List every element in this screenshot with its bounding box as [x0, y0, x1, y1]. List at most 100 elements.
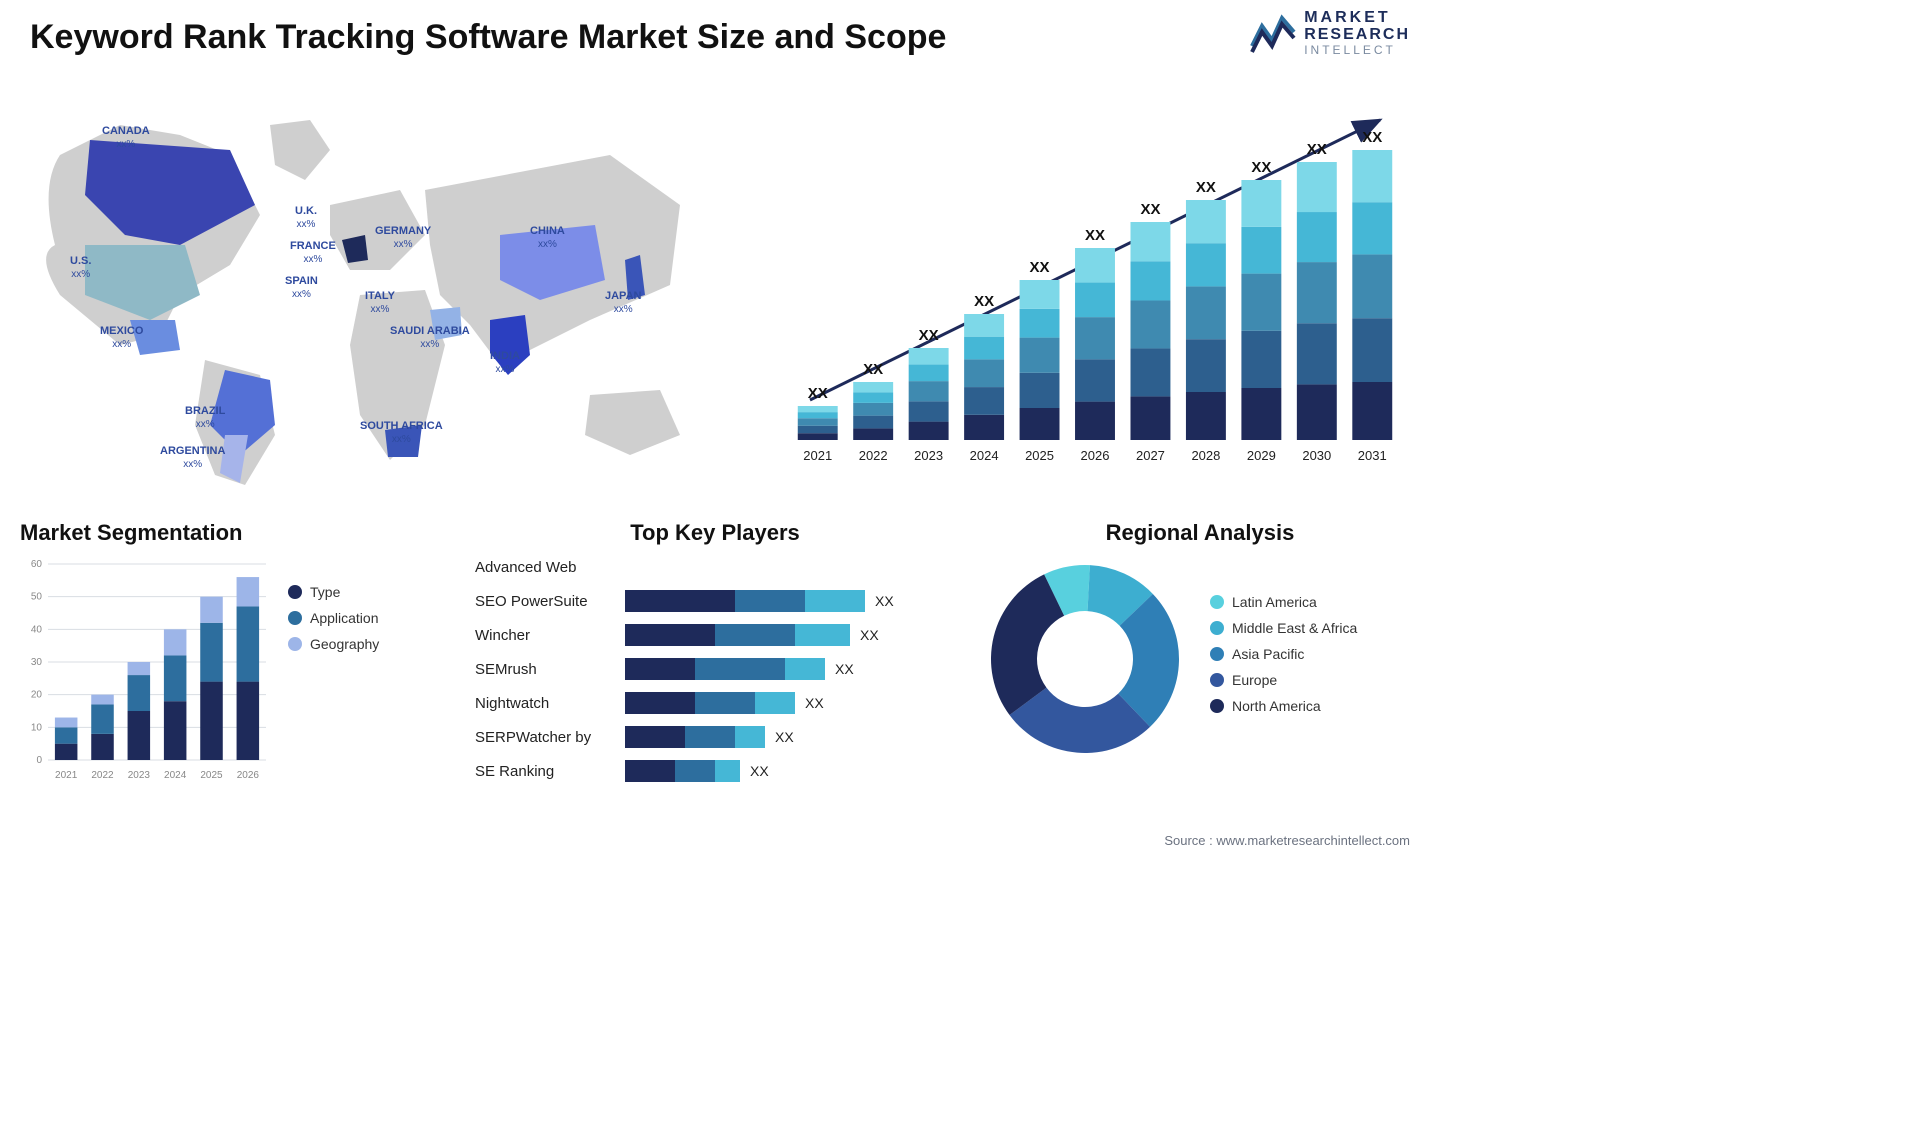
legend-swatch: [288, 585, 302, 599]
player-bar-segment: [625, 726, 685, 748]
player-row: SERPWatcher by XX: [475, 724, 955, 750]
player-value: XX: [805, 695, 824, 711]
player-row: Wincher XX: [475, 622, 955, 648]
player-value: XX: [835, 661, 854, 677]
player-value: XX: [875, 593, 894, 609]
player-bar-segment: [625, 624, 715, 646]
svg-text:0: 0: [36, 755, 42, 766]
player-name: Advanced Web: [475, 559, 625, 576]
legend-swatch: [288, 637, 302, 651]
svg-text:2025: 2025: [200, 770, 223, 781]
svg-text:40: 40: [31, 624, 43, 635]
player-bar-segment: [715, 760, 740, 782]
logo-line2: RESEARCH: [1304, 27, 1410, 44]
player-name: SEO PowerSuite: [475, 593, 625, 610]
svg-text:2031: 2031: [1358, 448, 1387, 463]
svg-text:XX: XX: [863, 361, 883, 378]
player-bar-segment: [735, 726, 765, 748]
svg-text:2025: 2025: [1025, 448, 1054, 463]
player-row: SEO PowerSuite XX: [475, 588, 955, 614]
svg-text:XX: XX: [1030, 259, 1050, 276]
player-bar-segment: [695, 658, 785, 680]
svg-text:XX: XX: [974, 293, 994, 310]
player-row: SE RankingXX: [475, 758, 955, 784]
player-value: XX: [860, 627, 879, 643]
player-bar: XX: [625, 624, 955, 646]
legend-swatch: [1210, 621, 1224, 635]
regional-panel: Regional Analysis Latin AmericaMiddle Ea…: [980, 520, 1420, 800]
logo-icon: [1250, 10, 1296, 56]
map-country-label: CANADAxx%: [102, 125, 150, 151]
svg-text:50: 50: [31, 592, 43, 603]
svg-text:XX: XX: [1085, 227, 1105, 244]
map-country-label: ARGENTINAxx%: [160, 445, 225, 471]
player-name: SERPWatcher by: [475, 729, 625, 746]
player-bar-segment: [735, 590, 805, 612]
player-row: Advanced Web: [475, 554, 955, 580]
player-value: XX: [750, 763, 769, 779]
source-text: Source : www.marketresearchintellect.com: [1164, 833, 1410, 848]
map-country-label: SAUDI ARABIAxx%: [390, 325, 470, 351]
regional-title: Regional Analysis: [980, 520, 1420, 546]
legend-label: Geography: [310, 636, 379, 652]
regional-legend-item: North America: [1210, 698, 1357, 714]
player-bar-segment: [715, 624, 795, 646]
legend-swatch: [1210, 699, 1224, 713]
map-country-label: SPAINxx%: [285, 275, 318, 301]
legend-label: Europe: [1232, 672, 1277, 688]
regional-legend-item: Asia Pacific: [1210, 646, 1357, 662]
svg-text:2022: 2022: [91, 770, 114, 781]
svg-text:2023: 2023: [128, 770, 151, 781]
svg-text:XX: XX: [808, 385, 828, 402]
legend-label: Type: [310, 584, 340, 600]
player-bar-segment: [625, 692, 695, 714]
player-bar: XX: [625, 590, 955, 612]
map-country-label: INDIAxx%: [490, 350, 520, 376]
player-bar-segment: [625, 590, 735, 612]
svg-text:2026: 2026: [1081, 448, 1110, 463]
player-row: SEMrush XX: [475, 656, 955, 682]
svg-text:2023: 2023: [914, 448, 943, 463]
player-bar: [625, 556, 955, 578]
world-map: CANADAxx%U.S.xx%MEXICOxx%BRAZILxx%ARGENT…: [30, 95, 710, 495]
player-row: Nightwatch XX: [475, 690, 955, 716]
map-country-label: CHINAxx%: [530, 225, 565, 251]
map-country-label: FRANCExx%: [290, 240, 336, 266]
player-bar: XX: [625, 726, 955, 748]
svg-text:30: 30: [31, 657, 43, 668]
map-country-label: SOUTH AFRICAxx%: [360, 420, 443, 446]
svg-text:2022: 2022: [859, 448, 888, 463]
page-title: Keyword Rank Tracking Software Market Si…: [30, 18, 946, 57]
svg-text:XX: XX: [1140, 201, 1160, 218]
svg-text:XX: XX: [919, 327, 939, 344]
svg-text:2030: 2030: [1302, 448, 1331, 463]
segmentation-title: Market Segmentation: [20, 520, 440, 546]
legend-swatch: [288, 611, 302, 625]
player-name: Wincher: [475, 627, 625, 644]
player-bar-segment: [795, 624, 850, 646]
legend-swatch: [1210, 595, 1224, 609]
segmentation-legend-item: Application: [288, 610, 379, 626]
player-bar-segment: [625, 760, 675, 782]
svg-text:XX: XX: [1251, 159, 1271, 176]
player-name: SEMrush: [475, 661, 625, 678]
legend-label: Latin America: [1232, 594, 1317, 610]
legend-label: Asia Pacific: [1232, 646, 1304, 662]
svg-text:10: 10: [31, 722, 43, 733]
player-bar-segment: [625, 658, 695, 680]
player-value: XX: [775, 729, 794, 745]
player-bar-segment: [755, 692, 795, 714]
player-bar-segment: [685, 726, 735, 748]
player-bar-segment: [785, 658, 825, 680]
player-bar-segment: [695, 692, 755, 714]
segmentation-chart: 0102030405060202120222023202420252026: [20, 554, 270, 784]
logo-line1: MARKET: [1304, 10, 1410, 27]
player-name: Nightwatch: [475, 695, 625, 712]
legend-swatch: [1210, 647, 1224, 661]
player-bar: XX: [625, 658, 955, 680]
regional-donut: [980, 554, 1190, 764]
svg-text:2027: 2027: [1136, 448, 1165, 463]
legend-label: North America: [1232, 698, 1321, 714]
logo-line3: INTELLECT: [1304, 44, 1410, 57]
player-bar: XX: [625, 760, 955, 782]
